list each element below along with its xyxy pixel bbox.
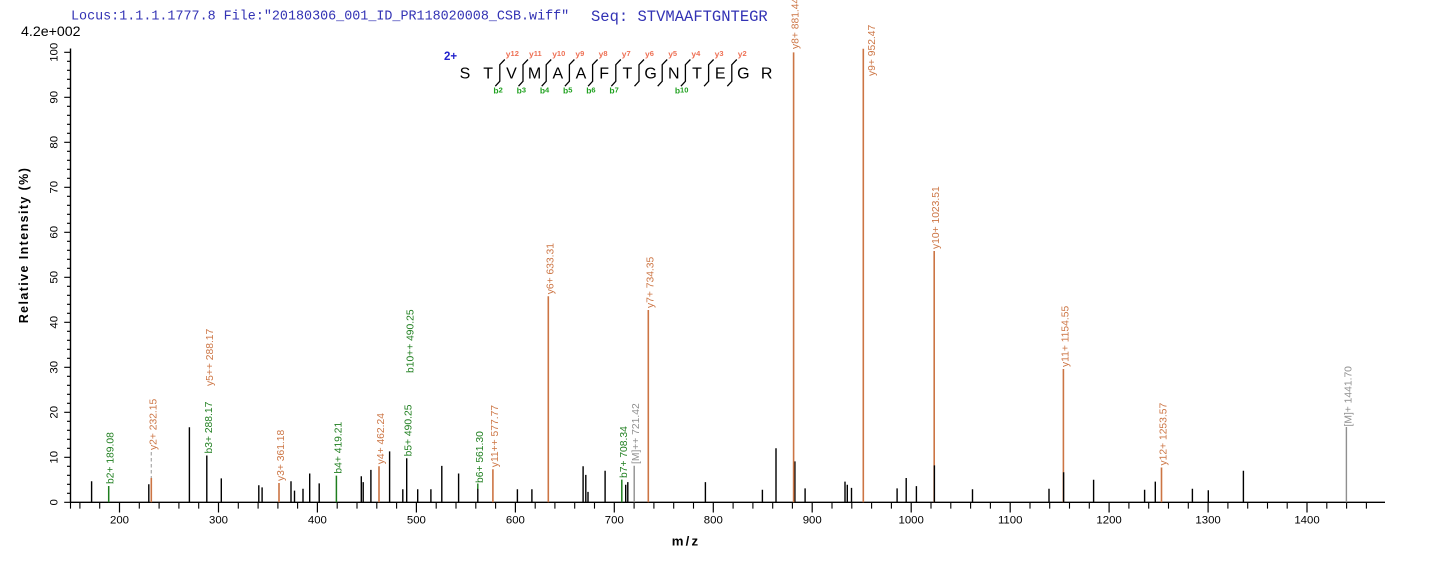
svg-text:y6+ 633.31: y6+ 633.31: [545, 243, 556, 295]
svg-text:1400: 1400: [1294, 515, 1319, 527]
svg-text:y5: y5: [668, 49, 677, 59]
svg-text:b7: b7: [609, 86, 618, 96]
svg-text:A: A: [576, 66, 587, 83]
svg-text:y2+ 232.15: y2+ 232.15: [148, 398, 159, 450]
svg-text:y5++ 288.17: y5++ 288.17: [205, 328, 216, 386]
svg-text:y11+ 1154.55: y11+ 1154.55: [1060, 306, 1071, 367]
svg-text:60: 60: [49, 226, 61, 239]
svg-text:b2: b2: [493, 86, 502, 96]
svg-text:b3: b3: [517, 86, 526, 96]
svg-text:y4+ 462.24: y4+ 462.24: [376, 413, 387, 465]
svg-text:700: 700: [605, 515, 624, 527]
svg-text:200: 200: [110, 515, 129, 527]
svg-text:y12: y12: [506, 49, 519, 59]
svg-text:40: 40: [49, 316, 61, 329]
svg-text:b3+ 288.17: b3+ 288.17: [204, 401, 215, 453]
svg-text:T: T: [623, 66, 633, 83]
svg-text:10: 10: [49, 451, 61, 464]
svg-text:y4: y4: [691, 49, 701, 59]
svg-text:b6: b6: [586, 86, 595, 96]
svg-text:[M]+ 1441.70: [M]+ 1441.70: [1343, 366, 1354, 427]
svg-text:1300: 1300: [1195, 515, 1220, 527]
svg-text:4.2e+002: 4.2e+002: [21, 24, 81, 40]
svg-text:T: T: [483, 66, 493, 83]
svg-text:F: F: [599, 66, 609, 83]
svg-text:1200: 1200: [1096, 515, 1121, 527]
svg-text:b6+ 561.30: b6+ 561.30: [475, 431, 486, 483]
svg-text:500: 500: [407, 515, 426, 527]
svg-text:b5: b5: [563, 86, 572, 96]
svg-text:b4: b4: [540, 86, 550, 96]
svg-text:2+: 2+: [444, 51, 457, 63]
svg-text:V: V: [506, 66, 517, 83]
svg-text:y10: y10: [552, 49, 565, 59]
svg-text:S: S: [460, 66, 471, 83]
svg-text:y12+ 1253.57: y12+ 1253.57: [1159, 403, 1170, 466]
svg-text:900: 900: [803, 515, 822, 527]
svg-text:y11++ 577.77: y11++ 577.77: [490, 405, 501, 467]
svg-text:50: 50: [49, 271, 61, 284]
svg-text:y8+ 881.44: y8+ 881.44: [791, 0, 802, 49]
svg-text:70: 70: [49, 181, 61, 194]
svg-text:600: 600: [506, 515, 525, 527]
svg-text:E: E: [715, 66, 726, 83]
svg-text:80: 80: [49, 136, 61, 149]
svg-text:90: 90: [49, 91, 61, 104]
svg-text:y11: y11: [529, 49, 542, 59]
svg-text:y9+ 952.47: y9+ 952.47: [867, 24, 878, 76]
svg-text:300: 300: [209, 515, 228, 527]
svg-text:b10++ 490.25: b10++ 490.25: [406, 309, 417, 373]
svg-text:y9: y9: [575, 49, 584, 59]
svg-text:N: N: [668, 66, 680, 83]
svg-text:30: 30: [49, 361, 61, 374]
svg-text:y2: y2: [738, 49, 747, 59]
svg-text:R: R: [761, 66, 773, 83]
svg-text:b7+ 708.34: b7+ 708.34: [619, 426, 630, 478]
svg-text:0: 0: [49, 499, 61, 505]
svg-text:400: 400: [308, 515, 327, 527]
svg-text:20: 20: [49, 406, 61, 419]
svg-text:1000: 1000: [899, 515, 924, 527]
svg-text:b4+ 419.21: b4+ 419.21: [333, 422, 344, 474]
svg-text:800: 800: [704, 515, 723, 527]
svg-text:Relative Intensity (%): Relative Intensity (%): [17, 167, 31, 324]
svg-text:[M]++ 721.42: [M]++ 721.42: [631, 403, 642, 464]
svg-text:m/z: m/z: [672, 534, 701, 549]
svg-text:b10: b10: [675, 86, 689, 96]
svg-text:A: A: [552, 66, 563, 83]
svg-text:M: M: [528, 66, 541, 83]
svg-text:y3+ 361.18: y3+ 361.18: [276, 429, 287, 481]
svg-text:100: 100: [49, 43, 61, 62]
svg-text:b5+ 490.25: b5+ 490.25: [404, 404, 415, 456]
svg-text:T: T: [692, 66, 702, 83]
svg-text:G: G: [737, 66, 749, 83]
svg-text:y6: y6: [645, 49, 654, 59]
svg-text:y7: y7: [622, 49, 631, 59]
svg-text:y8: y8: [599, 49, 608, 59]
svg-text:1100: 1100: [998, 515, 1023, 527]
svg-text:Locus:1.1.1.1777.8 File:"20180: Locus:1.1.1.1777.8 File:"20180306_001_ID…: [71, 10, 569, 25]
svg-text:b2+ 189.08: b2+ 189.08: [106, 432, 117, 484]
svg-text:y3: y3: [715, 49, 724, 59]
svg-text:y7+ 734.35: y7+ 734.35: [645, 256, 656, 308]
svg-text:Seq: STVMAAFTGNTEGR: Seq: STVMAAFTGNTEGR: [591, 8, 768, 26]
svg-text:G: G: [644, 66, 656, 83]
svg-text:y10+ 1023.51: y10+ 1023.51: [931, 186, 942, 249]
